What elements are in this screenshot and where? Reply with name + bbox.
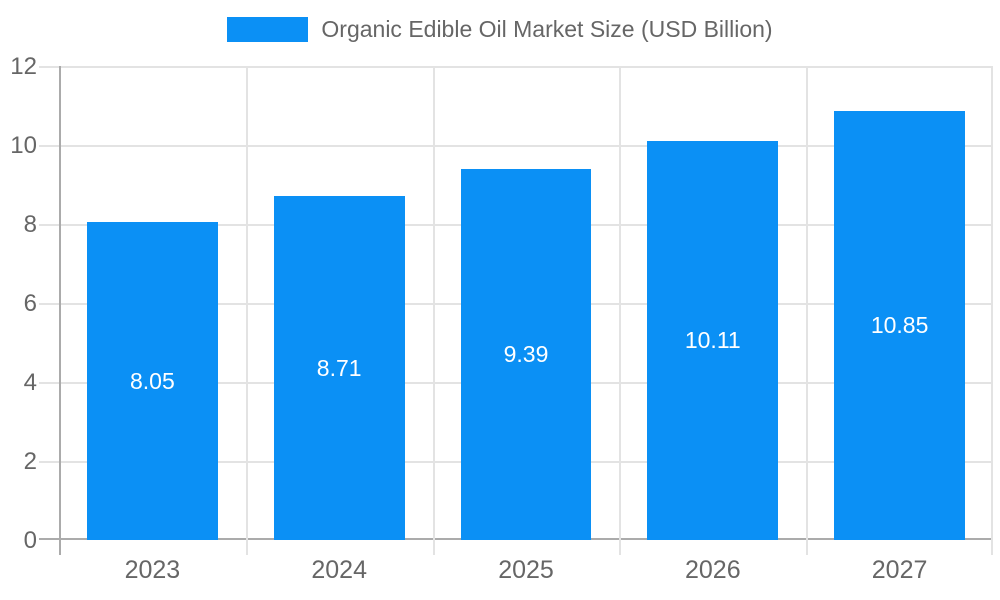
x-tick-mark — [246, 540, 248, 555]
y-tick-mark — [39, 382, 59, 384]
x-category-gridline — [619, 66, 621, 540]
x-tick-mark — [619, 540, 621, 555]
y-tick-mark — [39, 145, 59, 147]
y-axis-line — [59, 66, 61, 540]
bar[interactable]: 8.71 — [273, 196, 405, 540]
y-tick-label: 2 — [23, 448, 37, 475]
y-tick-mark — [39, 66, 59, 68]
legend-swatch — [227, 17, 309, 42]
y-tick-mark — [39, 224, 59, 226]
y-tick-label: 10 — [10, 132, 37, 159]
bar-value-label: 8.05 — [130, 367, 175, 394]
y-gridline — [59, 145, 993, 147]
bar-value-label: 8.71 — [316, 354, 362, 381]
bar[interactable]: 9.39 — [460, 169, 592, 540]
x-tick-mark — [59, 540, 61, 555]
x-category-gridline — [246, 66, 248, 540]
y-tick-mark — [39, 303, 59, 305]
x-tick-mark — [806, 540, 808, 555]
x-tick-mark — [991, 540, 993, 555]
chart-legend[interactable]: Organic Edible Oil Market Size (USD Bill… — [0, 16, 1000, 43]
x-category-gridline — [991, 66, 993, 540]
y-tick-label: 12 — [10, 53, 37, 80]
y-tick-label: 4 — [23, 369, 37, 396]
bar[interactable]: 10.85 — [834, 111, 965, 540]
x-tick-mark — [433, 540, 435, 555]
y-tick-label: 0 — [23, 527, 37, 554]
y-tick-label: 6 — [23, 290, 37, 317]
x-tick-label: 2027 — [871, 556, 928, 584]
y-tick-label: 8 — [23, 211, 37, 238]
bar[interactable]: 10.11 — [647, 141, 779, 540]
x-tick-label: 2023 — [124, 556, 181, 584]
x-tick-label: 2026 — [684, 556, 741, 584]
legend-label: Organic Edible Oil Market Size (USD Bill… — [321, 16, 773, 42]
bar-value-label: 10.11 — [684, 327, 741, 353]
bar[interactable]: 8.05 — [87, 222, 218, 540]
plot-area: 0 2 4 6 8 10 12 2023 2024 2025 2026 2027 8.05 8.71 9.3… — [10, 55, 993, 583]
x-tick-label: 2025 — [498, 556, 554, 584]
y-tick-mark — [39, 461, 59, 463]
x-category-gridline — [806, 66, 808, 540]
y-gridline — [59, 66, 993, 68]
x-tick-label: 2024 — [311, 556, 367, 584]
bar-value-label: 10.85 — [870, 312, 929, 338]
x-category-gridline — [433, 66, 435, 540]
bar-value-label: 9.39 — [503, 341, 549, 367]
